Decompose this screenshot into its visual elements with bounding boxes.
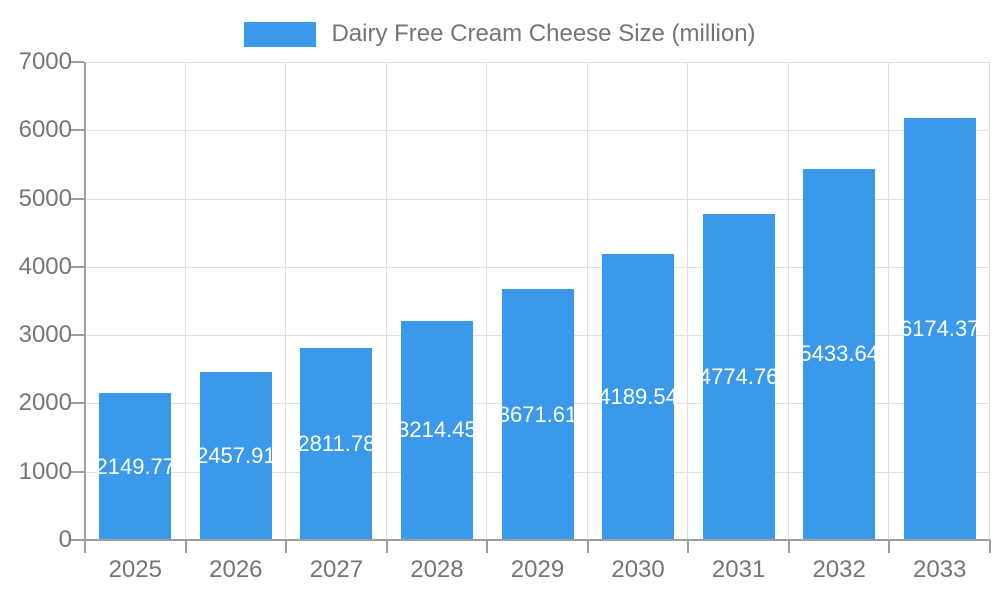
y-tick [71, 402, 84, 405]
x-tick [184, 540, 187, 553]
x-tick [888, 540, 891, 553]
bar-value-label: 4189.54 [598, 383, 678, 409]
x-axis-label: 2029 [510, 556, 565, 583]
x-gridline [687, 62, 689, 540]
x-tick [285, 540, 288, 553]
bar-value-label: 4774.76 [698, 363, 779, 389]
y-tick [71, 470, 84, 473]
x-tick [787, 540, 790, 553]
bar [199, 372, 272, 540]
bar [702, 213, 775, 540]
x-axis-line [85, 539, 990, 541]
x-gridline [888, 62, 890, 540]
y-axis-label: 7000 [18, 48, 72, 75]
legend-label: Dairy Free Cream Cheese Size (million) [331, 20, 756, 47]
y-gridline [85, 198, 990, 200]
y-gridline [85, 62, 990, 63]
bar-value-label: 6174.37 [899, 316, 980, 342]
bar [903, 118, 976, 540]
x-gridline [989, 62, 990, 540]
bar-value-label: 2457.91 [196, 443, 276, 469]
x-axis-label: 2031 [711, 556, 766, 583]
x-gridline [285, 62, 287, 540]
x-tick [586, 540, 589, 553]
y-axis-label: 0 [58, 526, 72, 553]
y-axis-label: 6000 [18, 116, 72, 144]
bar [803, 168, 876, 540]
bar-value-label: 5433.64 [799, 341, 879, 367]
y-tick [71, 197, 84, 200]
bar-value-label: 2149.77 [95, 453, 176, 479]
y-gridline [85, 130, 990, 132]
y-tick [71, 265, 84, 268]
bar [300, 348, 373, 540]
y-axis-label: 1000 [18, 457, 72, 485]
legend: Dairy Free Cream Cheese Size (million) [0, 20, 1000, 48]
x-axis-label: 2028 [410, 556, 464, 583]
x-tick [687, 540, 690, 553]
y-axis-label: 4000 [18, 252, 72, 280]
y-axis-label: 5000 [18, 184, 72, 212]
bar [400, 320, 473, 540]
x-tick [385, 540, 388, 553]
legend-swatch [244, 21, 317, 47]
bar [99, 393, 172, 540]
bar [602, 253, 675, 540]
x-axis-label: 2032 [812, 556, 866, 583]
y-axis-label: 2000 [18, 389, 72, 417]
bar-value-label: 3214.45 [397, 417, 477, 443]
x-tick [84, 540, 86, 553]
x-gridline [787, 62, 789, 540]
x-tick [989, 540, 991, 553]
y-axis-label: 3000 [18, 321, 72, 349]
x-axis-label: 2030 [611, 556, 665, 583]
plot-area: 2149.77 2457.91 2811.78 3214.45 3671.61 4189.… [71, 61, 991, 553]
y-gridline [85, 266, 990, 268]
x-gridline [385, 62, 387, 540]
bar [501, 289, 574, 540]
bar-value-label: 2811.78 [297, 430, 376, 456]
x-axis-label: 2025 [108, 556, 162, 583]
x-axis-label: 2026 [209, 556, 263, 583]
x-gridline [486, 62, 488, 540]
y-tick [71, 61, 84, 63]
y-tick [71, 129, 84, 132]
x-gridline [586, 62, 588, 540]
y-tick [71, 539, 84, 541]
x-axis-label: 2033 [913, 556, 967, 583]
x-gridline [184, 62, 186, 540]
y-axis-line [84, 62, 86, 540]
x-tick [486, 540, 489, 553]
x-axis-label: 2027 [309, 556, 364, 583]
y-tick [71, 334, 84, 337]
bar-value-label: 3671.61 [497, 401, 578, 427]
